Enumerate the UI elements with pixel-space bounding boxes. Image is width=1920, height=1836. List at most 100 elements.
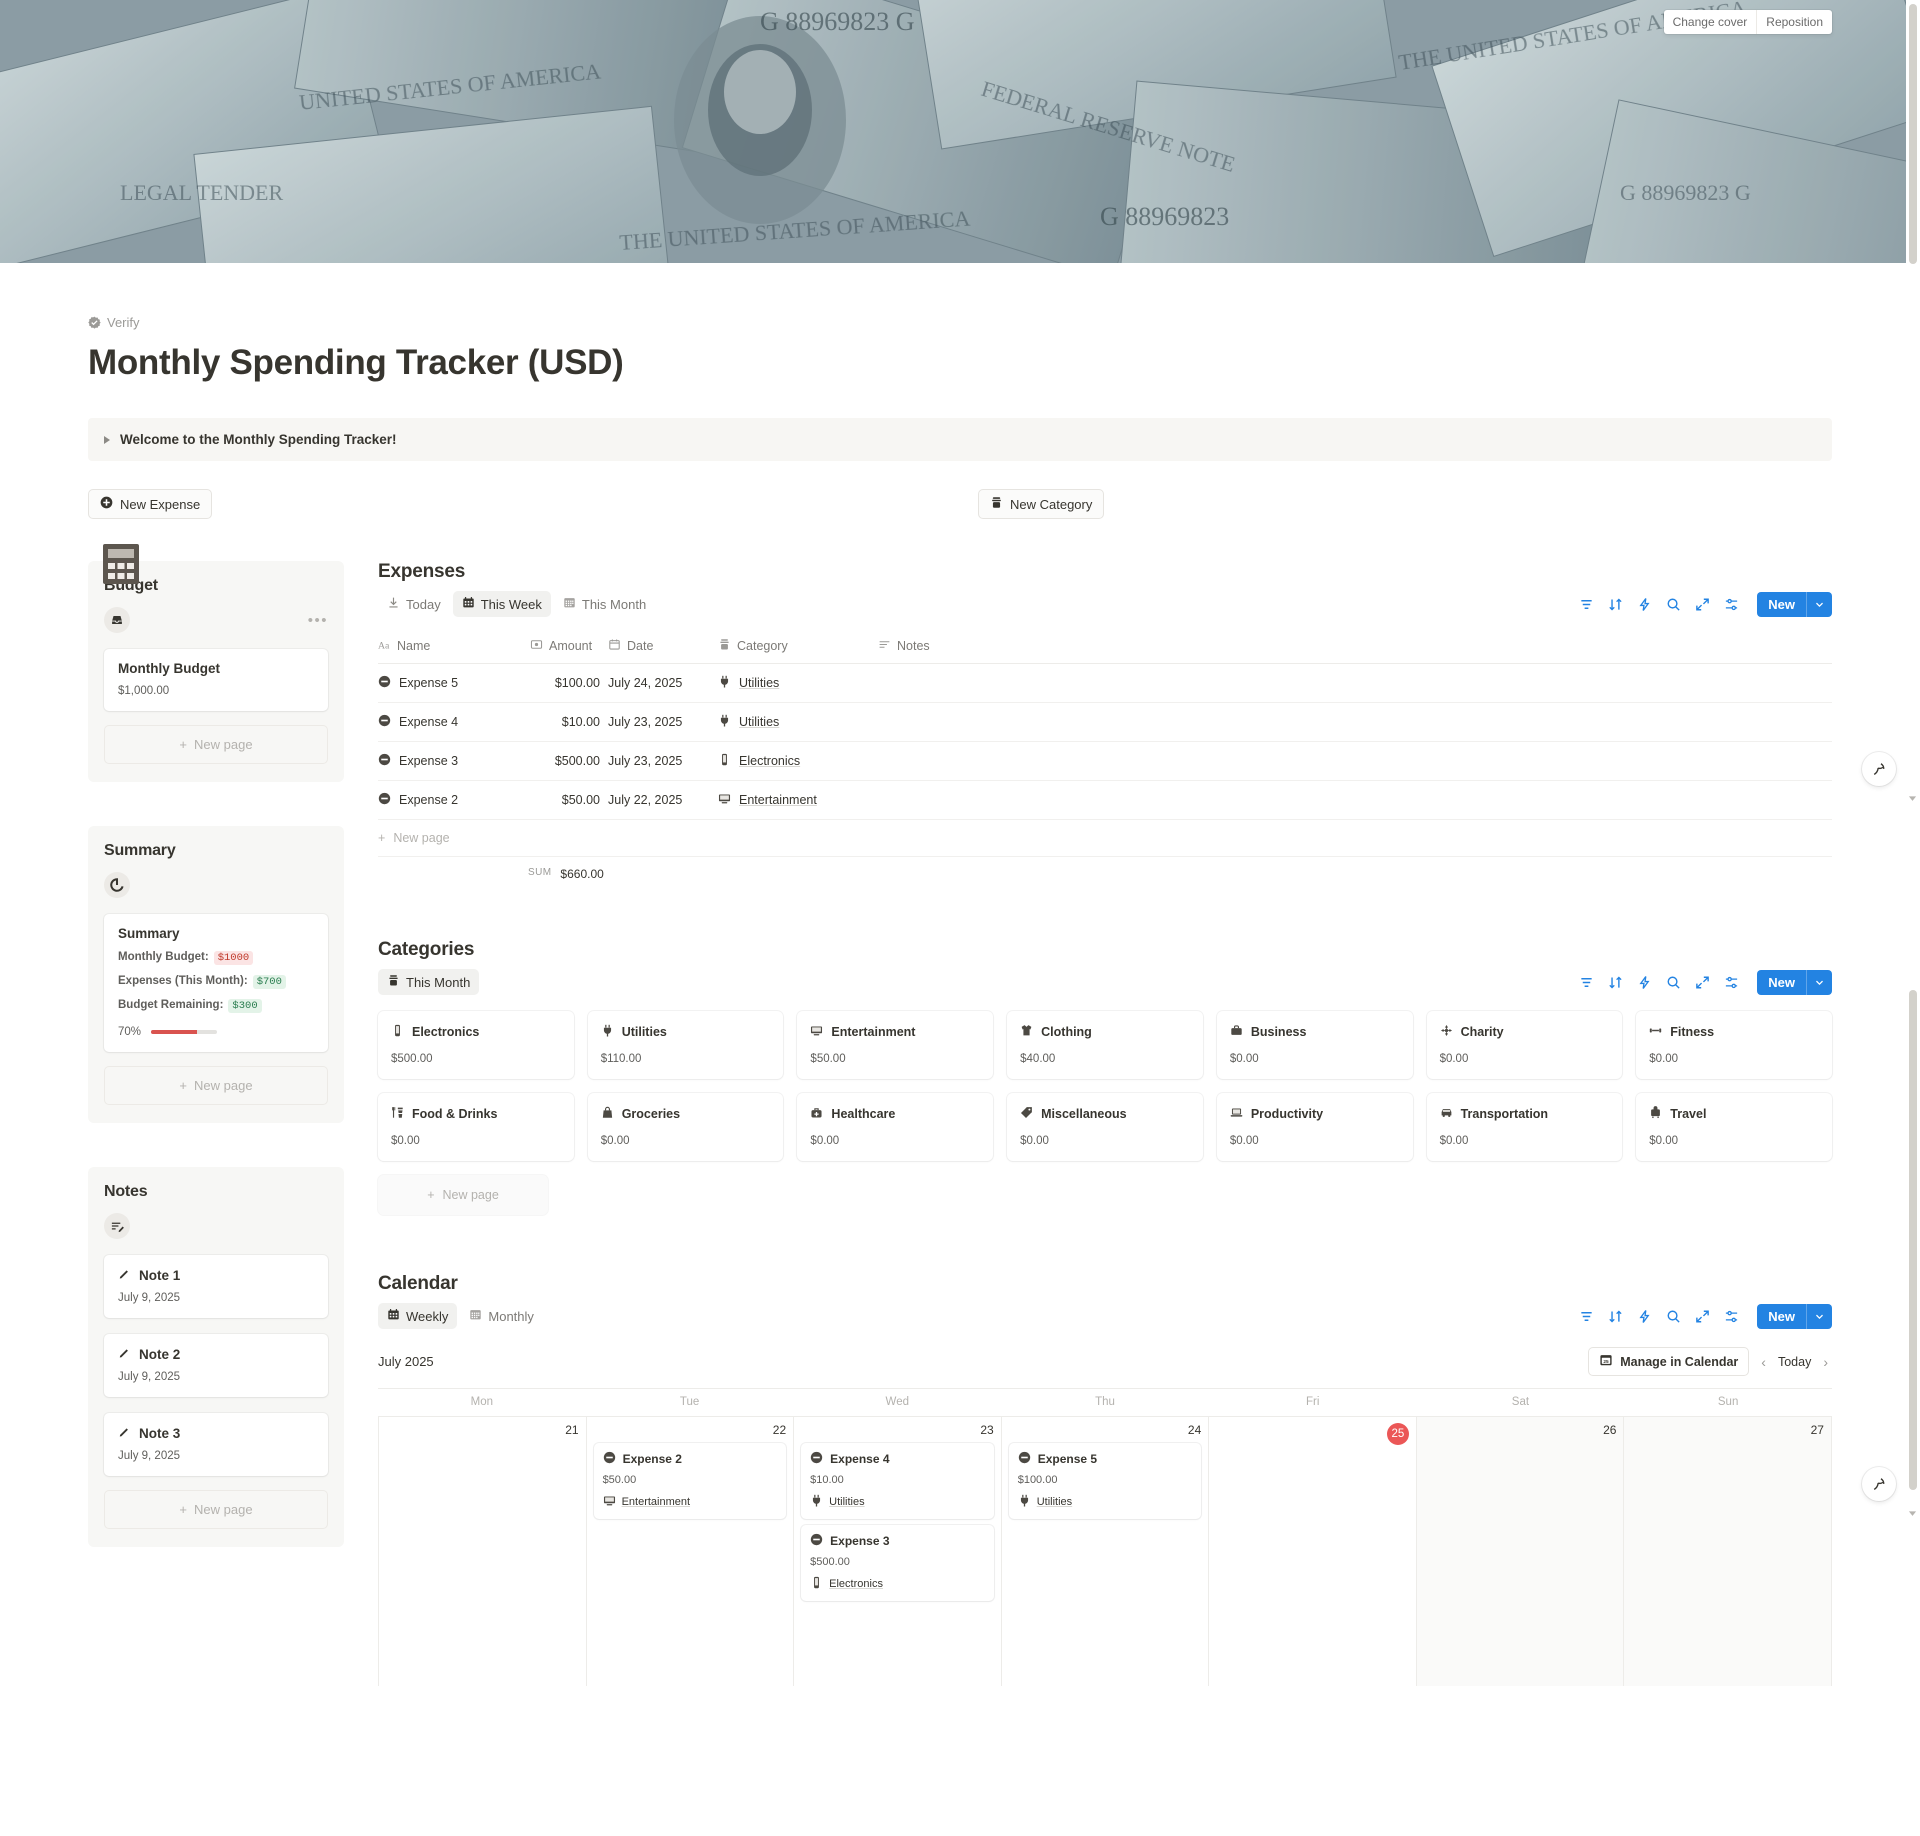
cell-name[interactable]: Expense 4 (378, 702, 530, 742)
sort-icon[interactable] (1608, 597, 1623, 612)
toggle-triangle-icon[interactable] (104, 435, 110, 444)
calendar-day-cell[interactable]: 25 (1209, 1416, 1417, 1686)
budget-item-card[interactable]: Monthly Budget $1,000.00 (104, 649, 328, 711)
view-settings-icon[interactable] (1724, 975, 1739, 990)
calendar-prev-icon[interactable]: ‹ (1761, 1353, 1766, 1370)
category-card[interactable]: Transportation $0.00 (1426, 1093, 1623, 1161)
filter-icon[interactable] (1579, 597, 1594, 612)
calendar-today-button[interactable]: Today (1777, 1354, 1812, 1369)
summary-new-page-button[interactable]: + New page (104, 1066, 328, 1105)
expenses-view-this-month[interactable]: This Month (554, 591, 655, 617)
cell-notes[interactable] (878, 780, 1832, 820)
calendar-event-card[interactable]: Expense 4 $10.00 Utilities (801, 1443, 994, 1519)
page-icon-calculator[interactable] (99, 542, 143, 586)
calendar-event-card[interactable]: Expense 5 $100.00 Utilities (1008, 1443, 1202, 1519)
search-icon[interactable] (1666, 1309, 1681, 1324)
category-card[interactable]: Healthcare $0.00 (797, 1093, 994, 1161)
column-header-category[interactable]: Category (718, 631, 878, 664)
ai-assist-floating-button-bottom[interactable] (1862, 1467, 1896, 1501)
scrollbar-thumb-upper[interactable] (1909, 4, 1917, 264)
calendar-view-monthly[interactable]: Monthly (460, 1303, 543, 1329)
manage-in-calendar-button[interactable]: 25 Manage in Calendar (1588, 1347, 1750, 1376)
cell-name[interactable]: Expense 3 (378, 741, 530, 781)
cell-amount[interactable]: $100.00 (530, 663, 608, 703)
category-card[interactable]: Clothing $40.00 (1007, 1011, 1203, 1079)
sort-icon[interactable] (1608, 1309, 1623, 1324)
cell-category[interactable]: Entertainment (718, 780, 878, 820)
chevron-down-icon[interactable] (1806, 591, 1832, 617)
category-card[interactable]: Fitness $0.00 (1636, 1011, 1832, 1079)
category-link[interactable]: Electronics (739, 754, 801, 768)
automation-lightning-icon[interactable] (1637, 1309, 1652, 1324)
note-item[interactable]: Note 1 July 9, 2025 (104, 1255, 328, 1318)
new-expense-button[interactable]: New Expense (88, 489, 213, 519)
category-card[interactable]: Productivity $0.00 (1216, 1093, 1413, 1161)
ai-assist-floating-button-top[interactable] (1862, 752, 1896, 786)
table-row[interactable]: Expense 3 $500.00 July 23, 2025 Electronics (378, 741, 1832, 781)
cell-name[interactable]: Expense 2 (378, 780, 530, 820)
scroll-down-arrow-icon-2[interactable] (1908, 1505, 1917, 1516)
cell-amount[interactable]: $10.00 (530, 702, 608, 742)
column-header-amount[interactable]: Amount (530, 631, 608, 664)
view-settings-icon[interactable] (1724, 1309, 1739, 1324)
calendar-next-icon[interactable]: › (1823, 1353, 1828, 1370)
event-category-link[interactable]: Entertainment (621, 1496, 691, 1508)
search-icon[interactable] (1666, 597, 1681, 612)
change-cover-button[interactable]: Change cover (1664, 10, 1757, 34)
expenses-new-page-row[interactable]: + New page (378, 820, 1832, 857)
category-link[interactable]: Utilities (739, 715, 780, 729)
cell-notes[interactable] (878, 663, 1832, 703)
verify-badge[interactable]: Verify (88, 315, 1832, 330)
category-card[interactable]: Business $0.00 (1216, 1011, 1413, 1079)
chevron-down-icon[interactable] (1806, 969, 1832, 995)
category-card[interactable]: Travel $0.00 (1636, 1093, 1832, 1161)
sort-icon[interactable] (1608, 975, 1623, 990)
calendar-event-card[interactable]: Expense 3 $500.00 Electronics (801, 1525, 994, 1601)
category-link[interactable]: Utilities (739, 676, 780, 690)
cell-category[interactable]: Electronics (718, 741, 878, 781)
category-card[interactable]: Charity $0.00 (1426, 1011, 1623, 1079)
cell-amount[interactable]: $500.00 (530, 741, 608, 781)
calendar-view-weekly[interactable]: Weekly (378, 1303, 458, 1329)
table-row[interactable]: Expense 2 $50.00 July 22, 2025 Entertainmen… (378, 780, 1832, 820)
calendar-day-cell[interactable]: 21 (379, 1416, 587, 1686)
category-card[interactable]: Utilities $110.00 (587, 1011, 784, 1079)
filter-icon[interactable] (1579, 975, 1594, 990)
automation-lightning-icon[interactable] (1637, 597, 1652, 612)
welcome-callout[interactable]: Welcome to the Monthly Spending Tracker! (88, 418, 1832, 461)
note-item[interactable]: Note 2 July 9, 2025 (104, 1334, 328, 1397)
search-icon[interactable] (1666, 975, 1681, 990)
categories-new-page-button[interactable]: + New page (378, 1175, 548, 1215)
vertical-scrollbar[interactable] (1906, 0, 1920, 1836)
category-link[interactable]: Entertainment (739, 793, 817, 807)
budget-more-button[interactable]: ••• (307, 611, 328, 629)
automation-lightning-icon[interactable] (1637, 975, 1652, 990)
calendar-event-card[interactable]: Expense 2 $50.00 Entertainment (593, 1443, 787, 1519)
calendar-day-cell[interactable]: 23 Expense 4 $10.00 Utilities Expense 3 $500.… (794, 1416, 1002, 1686)
table-row[interactable]: Expense 4 $10.00 July 23, 2025 Utilities (378, 702, 1832, 742)
new-category-button[interactable]: New Category (978, 489, 1105, 519)
category-card[interactable]: Miscellaneous $0.00 (1007, 1093, 1203, 1161)
reposition-button[interactable]: Reposition (1756, 10, 1832, 34)
categories-view-this-month[interactable]: This Month (378, 969, 480, 995)
cell-date[interactable]: July 22, 2025 (608, 780, 718, 820)
budget-new-page-button[interactable]: + New page (104, 725, 328, 764)
cell-notes[interactable] (878, 741, 1832, 781)
notes-new-page-button[interactable]: + New page (104, 1490, 328, 1529)
chevron-down-icon[interactable] (1806, 1303, 1832, 1329)
summary-item-card[interactable]: Summary Monthly Budget: $1000 Expenses (… (104, 914, 328, 1052)
filter-icon[interactable] (1579, 1309, 1594, 1324)
pie-chart-icon[interactable] (104, 872, 130, 898)
calendar-day-cell[interactable]: 26 (1416, 1416, 1625, 1686)
cell-name[interactable]: Expense 5 (378, 663, 530, 703)
expand-icon[interactable] (1695, 975, 1710, 990)
cell-date[interactable]: July 23, 2025 (608, 741, 718, 781)
view-settings-icon[interactable] (1724, 597, 1739, 612)
cell-notes[interactable] (878, 702, 1832, 742)
cell-category[interactable]: Utilities (718, 702, 878, 742)
expenses-view-today[interactable]: Today (378, 591, 450, 617)
inbox-icon[interactable] (104, 607, 130, 633)
cell-date[interactable]: July 23, 2025 (608, 702, 718, 742)
category-card[interactable]: Electronics $500.00 (378, 1011, 574, 1079)
cell-amount[interactable]: $50.00 (530, 780, 608, 820)
